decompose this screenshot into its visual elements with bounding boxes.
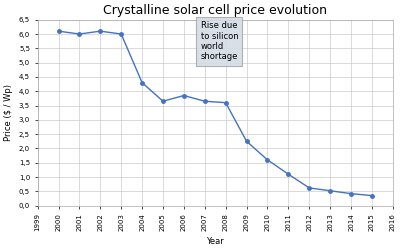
- Y-axis label: Price ($ / Wp): Price ($ / Wp): [4, 84, 13, 141]
- Text: Rise due
to silicon
world
shortage: Rise due to silicon world shortage: [200, 21, 238, 61]
- X-axis label: Year: Year: [206, 237, 224, 246]
- Title: Crystalline solar cell price evolution: Crystalline solar cell price evolution: [103, 4, 327, 17]
